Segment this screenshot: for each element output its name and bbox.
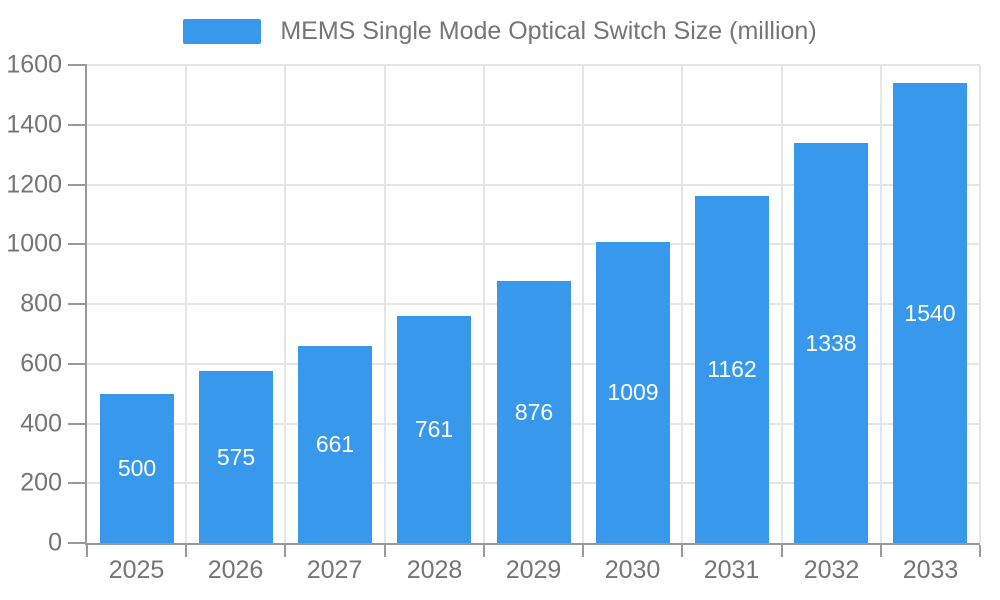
gridline-horizontal [87,123,980,126]
legend-item[interactable]: MEMS Single Mode Optical Switch Size (mi… [0,14,1000,48]
x-axis-tick [86,545,88,557]
x-axis-tick [384,545,386,557]
y-axis-tick [68,243,87,246]
bar-value-label: 1540 [904,299,956,326]
y-axis-tick [68,422,87,425]
x-axis-label: 2032 [803,556,860,584]
x-axis-tick [880,545,882,557]
x-axis-label: 2027 [306,556,363,584]
legend-swatch [183,18,262,44]
x-axis-label: 2030 [604,556,661,584]
y-axis-tick [68,183,87,186]
y-axis-label: 1200 [6,170,62,198]
y-axis-label: 600 [20,349,62,378]
y-axis-tick [68,123,87,126]
x-axis-label: 2029 [505,556,562,584]
gridline-vertical [979,65,981,543]
x-axis-label: 2031 [703,556,760,584]
gridline-vertical [284,65,286,543]
y-axis-label: 1600 [6,50,62,79]
x-axis-label: 2028 [406,556,463,584]
bar-2030[interactable]: 1009 [596,242,670,543]
plot-area: 500 575 661 761 876 1009 1162 1338 1540 [87,64,981,543]
y-axis-label: 800 [20,289,62,318]
gridline-vertical [483,65,485,543]
gridline-vertical [582,65,584,543]
y-axis-label: 200 [20,468,62,497]
gridline-horizontal [87,183,980,186]
legend-label: MEMS Single Mode Optical Switch Size (mi… [280,16,817,45]
y-axis-tick [68,64,87,66]
gridline-horizontal [87,243,980,246]
bar-2026[interactable]: 575 [199,371,273,543]
x-axis-tick [681,545,683,557]
gridline-vertical [185,65,187,543]
x-axis-tick [284,545,286,557]
y-axis-label: 1000 [6,229,62,258]
x-axis-label: 2033 [902,556,959,584]
y-axis-line [85,65,87,545]
y-axis-tick [68,303,87,305]
gridline-vertical [781,65,783,543]
bar-2033[interactable]: 1540 [893,83,967,543]
bar-value-label: 575 [216,443,256,470]
x-axis-tick [979,545,981,557]
gridline-vertical [880,65,882,543]
bar-2025[interactable]: 500 [100,394,174,543]
bar-value-label: 761 [414,416,454,442]
bar-2028[interactable]: 761 [397,316,471,543]
x-axis-line [85,543,980,545]
gridline-horizontal [87,64,980,66]
x-axis-label: 2026 [207,556,264,584]
bar-2027[interactable]: 661 [298,346,372,543]
x-axis-tick [185,545,187,557]
bar-2031[interactable]: 1162 [695,196,769,543]
y-axis-label: 0 [48,528,62,557]
bar-2029[interactable]: 876 [497,281,571,543]
bar-value-label: 1009 [607,379,659,405]
gridline-vertical [384,65,386,543]
y-axis-tick [68,482,87,485]
bar-value-label: 661 [315,431,355,457]
y-axis-label: 1400 [6,110,62,139]
x-axis-label: 2025 [108,556,165,584]
y-axis-label: 400 [20,409,62,437]
x-axis-tick [483,545,485,557]
bar-2032[interactable]: 1338 [794,143,868,543]
gridline-vertical [681,65,683,543]
y-axis-tick [68,362,87,365]
y-axis-tick [68,542,87,544]
x-axis-tick [781,545,783,557]
bar-value-label: 1162 [707,356,757,382]
x-axis-tick [582,545,584,557]
bar-value-label: 1338 [805,329,857,356]
bar-value-label: 500 [117,455,157,481]
bar-value-label: 876 [514,398,554,425]
